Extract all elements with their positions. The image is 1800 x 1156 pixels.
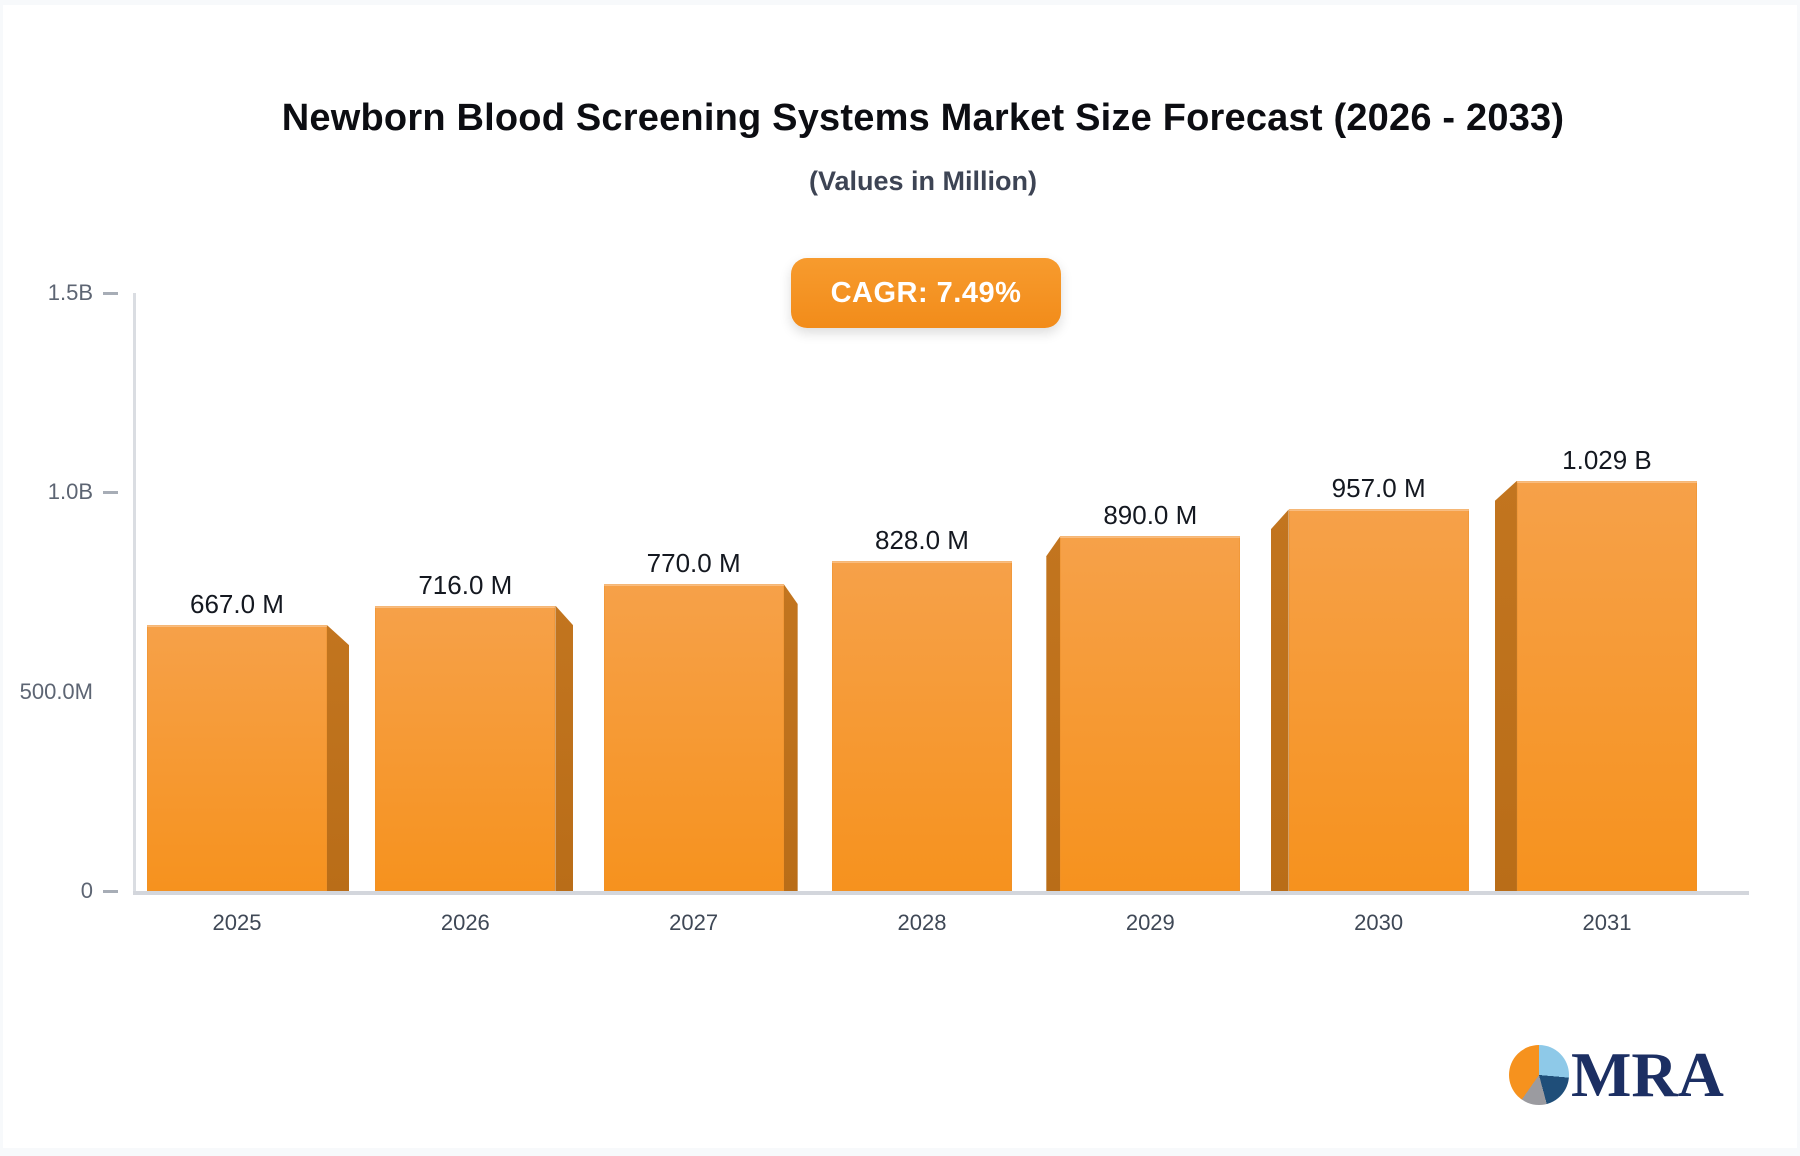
- y-axis-label: 1.5B: [47, 280, 93, 305]
- bar: [831, 560, 1012, 891]
- x-axis-label: 2026: [440, 910, 490, 935]
- chart-subtitle: (Values in Million): [808, 166, 1038, 196]
- chart-header: Newborn Blood Screening Systems Market S…: [23, 97, 1800, 197]
- cagr-badge-label: CAGR: 7.49%: [830, 276, 1022, 309]
- x-axis-line: [133, 891, 1749, 895]
- mra-logo: MRA: [1509, 1039, 1724, 1110]
- y-axis-tick: [103, 490, 118, 494]
- bar-side-3d: [1270, 509, 1289, 891]
- y-axis-line: [133, 293, 136, 893]
- bar-side-3d: [555, 605, 574, 891]
- bar-value-label: 890.0 M: [1103, 500, 1198, 531]
- y-axis-label: 500.0M: [19, 678, 93, 704]
- y-axis-label: 1.0B: [47, 479, 93, 505]
- x-axis-label: 2028: [897, 910, 947, 935]
- bar: [1288, 509, 1469, 891]
- chart-plot-area: 1.5B 1.0B 500.0M 0 667.0 M 2025 716.0 M 2026 770…: [3, 5, 1800, 1156]
- x-axis-label: 2029: [1125, 910, 1175, 935]
- bar-value-label: 770.0 M: [646, 548, 741, 579]
- bar: [1516, 480, 1697, 891]
- y-axis-label: 0: [80, 878, 93, 903]
- x-axis-label: 2025: [212, 910, 262, 935]
- logo-text: MRA: [1571, 1039, 1724, 1110]
- bar-value-label: 716.0 M: [418, 569, 513, 600]
- chart-title: Newborn Blood Screening Systems Market S…: [281, 97, 1565, 139]
- bar: [147, 625, 327, 891]
- y-axis-tick: [103, 291, 118, 295]
- bar-side-3d: [1494, 480, 1517, 891]
- bar-side-3d: [783, 584, 798, 891]
- bar: [375, 605, 556, 891]
- x-axis-label: 2027: [669, 910, 719, 935]
- bar: [603, 584, 784, 891]
- cagr-badge: CAGR: 7.49%: [791, 258, 1061, 328]
- bar: [1060, 536, 1241, 891]
- x-axis-label: 2030: [1354, 910, 1404, 935]
- y-axis-tick: [103, 889, 118, 893]
- bar-value-label: 667.0 M: [190, 589, 284, 620]
- bar-value-label: 957.0 M: [1331, 473, 1426, 504]
- chart-card: Newborn Blood Screening Systems Market S…: [3, 5, 1797, 1148]
- pie-chart-logo-icon: [1509, 1045, 1569, 1105]
- bar-value-label: 1.029 B: [1562, 444, 1652, 475]
- bar-side-3d: [1046, 536, 1061, 891]
- bar-value-label: 828.0 M: [875, 524, 969, 555]
- x-axis-label: 2031: [1582, 910, 1632, 935]
- bar-side-3d: [327, 625, 349, 891]
